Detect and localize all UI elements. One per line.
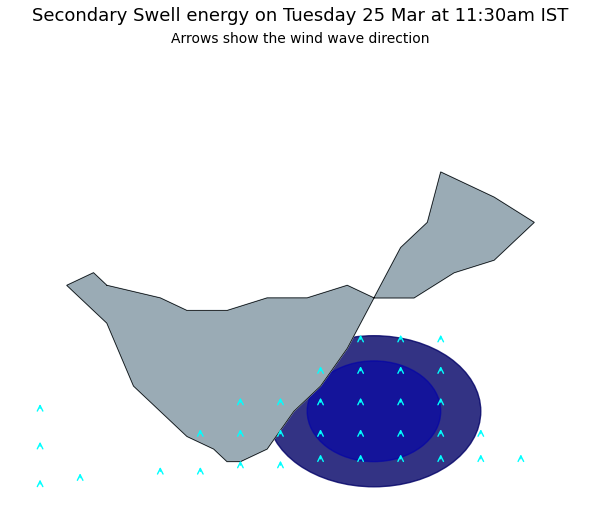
Ellipse shape — [307, 361, 441, 462]
Text: Secondary Swell energy on Tuesday 25 Mar at 11:30am IST: Secondary Swell energy on Tuesday 25 Mar… — [32, 7, 569, 25]
Polygon shape — [67, 172, 534, 462]
Text: Arrows show the wind wave direction: Arrows show the wind wave direction — [171, 32, 430, 46]
Ellipse shape — [267, 336, 481, 487]
